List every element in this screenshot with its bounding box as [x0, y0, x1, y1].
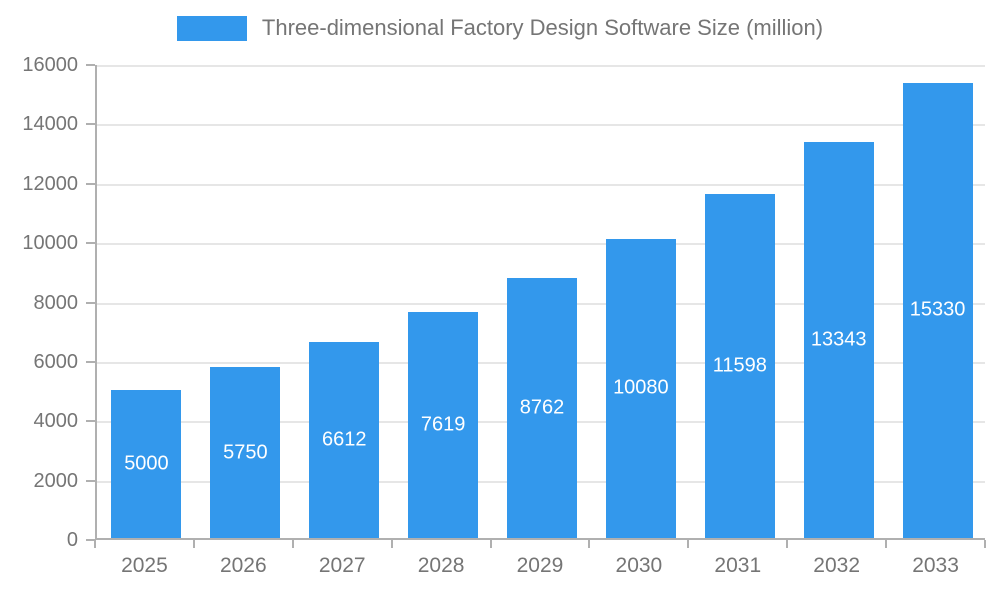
- x-axis-tick: [984, 540, 986, 548]
- x-axis-tick: [885, 540, 888, 548]
- y-axis-tick: [86, 182, 95, 185]
- gridline: [97, 183, 985, 186]
- x-axis-label: 2033: [912, 554, 959, 577]
- x-axis-label: 2029: [516, 554, 564, 577]
- y-axis-tick: [86, 360, 95, 363]
- legend-swatch: [176, 15, 247, 41]
- x-axis-tick: [588, 540, 591, 548]
- bar-value-label: 7619: [420, 413, 466, 436]
- bar-2028[interactable]: 7619: [408, 311, 479, 538]
- y-axis-tick-label: 12000: [22, 172, 78, 195]
- x-axis-tick: [291, 540, 294, 548]
- bar-2032[interactable]: 13343: [803, 141, 874, 538]
- bar-2026[interactable]: 5750: [210, 367, 281, 538]
- bar-value-label: 5000: [124, 452, 169, 475]
- chart-title: Three-dimensional Factory Design Softwar…: [261, 15, 824, 40]
- x-axis-label: 2032: [813, 554, 861, 577]
- y-axis-tick: [86, 539, 95, 541]
- y-axis-tick: [86, 123, 95, 126]
- x-axis-tick: [489, 540, 492, 548]
- x-axis-label: 2027: [318, 554, 366, 577]
- y-axis-tick-label: 16000: [22, 54, 78, 76]
- x-axis-label: 2031: [714, 554, 762, 577]
- bar-2029[interactable]: 8762: [507, 277, 577, 538]
- x-axis-tick: [192, 540, 195, 548]
- x-axis-tick: [786, 540, 789, 548]
- y-axis-tick-label: 10000: [22, 232, 78, 255]
- y-axis-tick-label: 14000: [22, 113, 78, 136]
- y-axis-tick-label: 2000: [33, 469, 79, 492]
- y-axis-tick: [86, 479, 95, 482]
- y-axis-tick-label: 4000: [33, 410, 79, 433]
- y-axis-tick-label: 8000: [33, 291, 79, 314]
- x-axis: 2025 2026 2027 2028 2029 2030 2031 2032 2033: [95, 552, 985, 582]
- y-axis-tick: [86, 242, 95, 245]
- bar-value-label: 5750: [223, 441, 268, 464]
- bar-2031[interactable]: 11598: [704, 193, 775, 538]
- x-axis-label: 2025: [121, 554, 168, 577]
- x-axis-tick: [94, 540, 96, 548]
- bar-value-label: 15330: [909, 298, 966, 321]
- bar-2025[interactable]: 5000: [111, 389, 182, 538]
- bar-value-label: 13343: [810, 328, 867, 351]
- bar-2033[interactable]: 15330: [902, 82, 973, 538]
- bar-value-label: 10080: [613, 376, 669, 399]
- bar-2030[interactable]: 10080: [605, 238, 676, 538]
- x-axis-tick: [390, 540, 393, 548]
- gridline: [97, 65, 985, 67]
- y-axis-tick: [86, 420, 95, 423]
- plot-area: 5000 5750 6612 7619 8762 10080 11598 13343 15330: [95, 65, 985, 540]
- y-axis-tick-label: 6000: [33, 350, 79, 373]
- y-axis-tick: [86, 301, 95, 304]
- x-axis-label: 2028: [417, 554, 465, 577]
- gridline: [97, 243, 985, 246]
- x-axis-tick: [687, 540, 690, 548]
- bar-value-label: 11598: [712, 354, 767, 377]
- bar-2027[interactable]: 6612: [309, 341, 380, 538]
- y-axis-tick: [86, 64, 95, 66]
- x-axis-label: 2030: [615, 554, 663, 577]
- gridline: [97, 124, 985, 127]
- chart-legend[interactable]: Three-dimensional Factory Design Softwar…: [0, 15, 1000, 41]
- bar-value-label: 8762: [519, 396, 565, 419]
- y-axis-tick-label: 0: [66, 529, 78, 551]
- bar-value-label: 6612: [321, 428, 367, 451]
- x-axis-label: 2026: [219, 554, 267, 577]
